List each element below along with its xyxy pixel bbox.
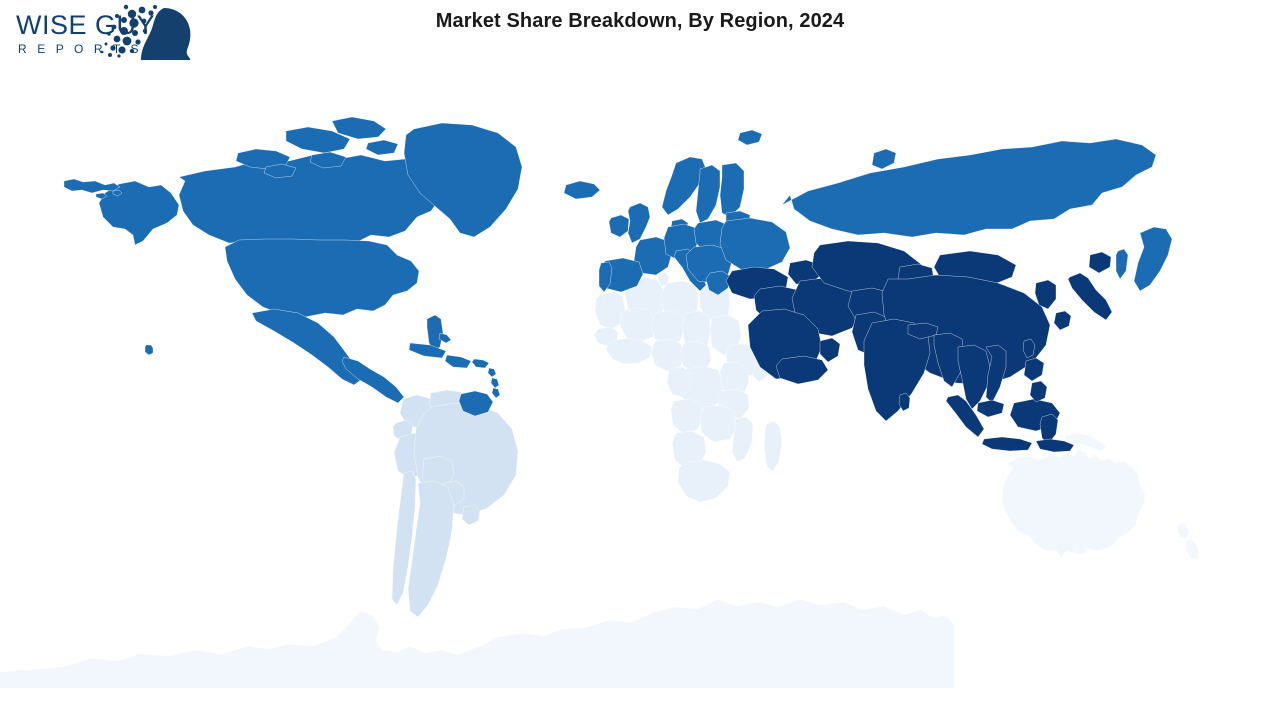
region-middle-east xyxy=(726,241,934,384)
region-asia-pacific xyxy=(864,251,1112,452)
world-choropleth-map xyxy=(0,55,1280,720)
region-south-america xyxy=(392,390,518,617)
region-africa xyxy=(594,272,782,502)
region-antarctica xyxy=(0,599,954,688)
region-north-america xyxy=(64,117,600,416)
logo-text-reports: R E P O R T S xyxy=(18,42,142,56)
chart-header: WISE GUY R E P O R T S xyxy=(0,0,1280,80)
page-title: Market Share Breakdown, By Region, 2024 xyxy=(435,10,845,32)
region-oceania xyxy=(1002,433,1199,559)
world-map-svg xyxy=(0,55,1280,720)
region-europe xyxy=(599,130,1172,295)
